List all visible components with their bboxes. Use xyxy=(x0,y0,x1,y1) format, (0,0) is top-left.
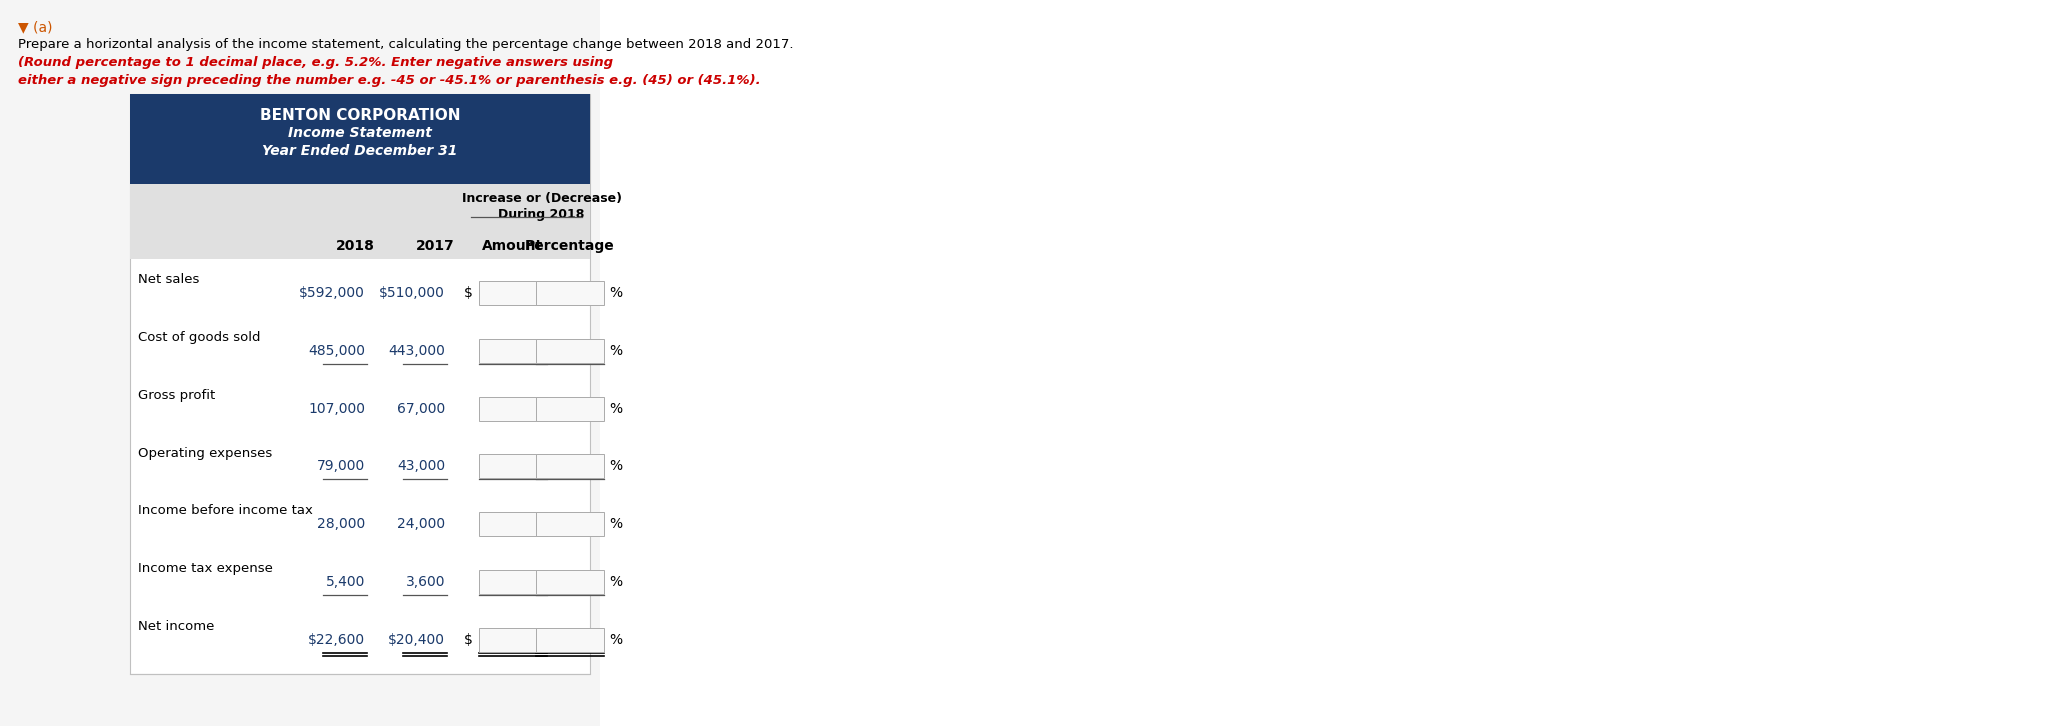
Bar xyxy=(479,338,547,363)
Text: Income tax expense: Income tax expense xyxy=(138,563,273,575)
Text: either a negative sign preceding the number e.g. -45 or -45.1% or parenthesis e.: either a negative sign preceding the num… xyxy=(19,74,760,87)
Text: Amount: Amount xyxy=(483,239,543,253)
Text: $: $ xyxy=(465,286,473,300)
Text: %: % xyxy=(609,343,622,358)
Text: Increase or (Decrease): Increase or (Decrease) xyxy=(460,192,622,205)
Text: %: % xyxy=(609,401,622,415)
Bar xyxy=(537,454,603,478)
Text: %: % xyxy=(609,575,622,589)
Bar xyxy=(601,0,2065,726)
Text: Gross profit: Gross profit xyxy=(138,388,215,401)
Text: %: % xyxy=(609,517,622,531)
Text: Net sales: Net sales xyxy=(138,273,200,286)
Bar xyxy=(537,628,603,652)
Text: 24,000: 24,000 xyxy=(396,517,444,531)
Text: 3,600: 3,600 xyxy=(405,575,444,589)
Text: During 2018: During 2018 xyxy=(498,208,584,221)
Text: 2018: 2018 xyxy=(335,239,374,253)
Text: %: % xyxy=(609,460,622,473)
Text: 79,000: 79,000 xyxy=(316,460,366,473)
Bar xyxy=(479,513,547,537)
Text: ▼ (a): ▼ (a) xyxy=(19,20,52,34)
Text: Income before income tax: Income before income tax xyxy=(138,505,314,518)
Text: $22,600: $22,600 xyxy=(308,633,366,647)
Bar xyxy=(537,281,603,305)
Text: $20,400: $20,400 xyxy=(388,633,444,647)
Text: Percentage: Percentage xyxy=(525,239,615,253)
Text: Operating expenses: Operating expenses xyxy=(138,446,273,460)
Bar xyxy=(537,396,603,420)
Text: Cost of goods sold: Cost of goods sold xyxy=(138,331,260,344)
Bar xyxy=(479,570,547,594)
Text: Net income: Net income xyxy=(138,620,215,633)
Text: 5,400: 5,400 xyxy=(326,575,366,589)
Bar xyxy=(479,628,547,652)
Bar xyxy=(479,396,547,420)
Text: 107,000: 107,000 xyxy=(308,401,366,415)
Bar xyxy=(479,454,547,478)
Text: $510,000: $510,000 xyxy=(380,286,444,300)
Bar xyxy=(130,94,591,674)
Bar xyxy=(537,513,603,537)
Bar xyxy=(130,94,591,184)
Bar xyxy=(537,570,603,594)
Bar xyxy=(537,338,603,363)
Text: %: % xyxy=(609,286,622,300)
Bar xyxy=(130,184,591,259)
Text: $592,000: $592,000 xyxy=(299,286,366,300)
Text: 67,000: 67,000 xyxy=(396,401,444,415)
Text: (Round percentage to 1 decimal place, e.g. 5.2%. Enter negative answers using: (Round percentage to 1 decimal place, e.… xyxy=(19,56,613,69)
Text: $: $ xyxy=(465,633,473,647)
Text: 43,000: 43,000 xyxy=(396,460,444,473)
Text: Income Statement: Income Statement xyxy=(287,126,432,140)
Text: 2017: 2017 xyxy=(415,239,454,253)
Text: 485,000: 485,000 xyxy=(308,343,366,358)
Text: Year Ended December 31: Year Ended December 31 xyxy=(262,144,458,158)
Text: 443,000: 443,000 xyxy=(388,343,444,358)
Bar xyxy=(479,281,547,305)
Text: %: % xyxy=(609,633,622,647)
Text: BENTON CORPORATION: BENTON CORPORATION xyxy=(260,108,460,123)
Text: Prepare a horizontal analysis of the income statement, calculating the percentag: Prepare a horizontal analysis of the inc… xyxy=(19,38,793,51)
Text: 28,000: 28,000 xyxy=(316,517,366,531)
